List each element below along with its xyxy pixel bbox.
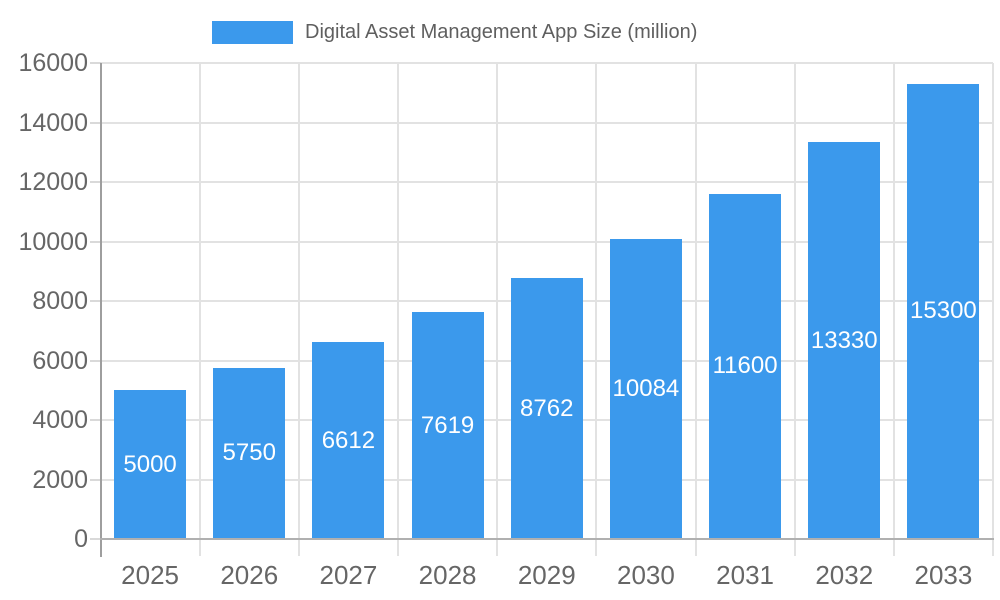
bar[interactable]: 5750 (213, 367, 286, 539)
x-axis-tick (694, 539, 697, 556)
y-axis-tick (89, 181, 101, 183)
x-gridline (297, 63, 300, 539)
x-tick-label: 2028 (418, 560, 477, 590)
bar-value-label: 5000 (123, 450, 177, 478)
bar-value-label: 5750 (222, 439, 276, 467)
x-tick-label: 2026 (220, 560, 279, 590)
y-gridline (100, 62, 993, 64)
bar[interactable]: 10084 (609, 239, 682, 539)
y-gridline (100, 240, 993, 243)
bar-value-label: 8762 (520, 394, 574, 422)
bar[interactable]: 13330 (808, 142, 881, 539)
x-gridline (992, 63, 994, 539)
x-tick-label: 2025 (121, 560, 179, 590)
bar-value-label: 6612 (321, 426, 376, 454)
x-gridline (892, 63, 895, 539)
x-axis-tick (992, 539, 994, 556)
x-tick-label: 2029 (517, 560, 576, 590)
y-axis-tick (89, 240, 101, 243)
bar[interactable]: 15300 (907, 83, 980, 539)
bar[interactable]: 11600 (709, 193, 782, 539)
y-axis-tick (89, 478, 101, 481)
y-tick-label: 8000 (32, 287, 88, 315)
x-axis-tick (793, 539, 796, 556)
y-axis-tick (89, 300, 101, 302)
x-gridline (198, 63, 201, 539)
y-tick-label: 0 (74, 525, 88, 553)
y-axis-tick (89, 62, 101, 64)
x-axis-tick (297, 539, 300, 556)
x-gridline (496, 63, 499, 539)
y-axis-line (100, 63, 102, 557)
legend-label: Digital Asset Management App Size (milli… (305, 21, 698, 43)
y-tick-label: 4000 (32, 406, 88, 434)
y-tick-label: 16000 (18, 49, 88, 77)
bar-value-label: 10084 (612, 374, 680, 402)
y-tick-label: 14000 (18, 108, 88, 137)
bar[interactable]: 6612 (312, 342, 385, 539)
x-tick-label: 2030 (616, 560, 675, 590)
y-axis-tick (89, 121, 101, 124)
y-gridline (100, 121, 993, 124)
x-tick-label: 2031 (716, 560, 774, 590)
y-tick-label: 2000 (32, 465, 88, 494)
y-axis-tick (89, 359, 101, 362)
x-axis-tick (892, 539, 895, 556)
x-axis-tick (496, 539, 499, 556)
x-gridline (595, 63, 598, 539)
bar[interactable]: 5000 (114, 390, 187, 539)
x-gridline (694, 63, 697, 539)
bar[interactable]: 7619 (411, 312, 484, 539)
y-gridline (100, 181, 993, 183)
x-tick-label: 2027 (319, 560, 378, 590)
bar-value-label: 11600 (712, 352, 778, 380)
x-axis-line (100, 538, 994, 540)
bar-value-label: 15300 (910, 297, 977, 325)
y-axis-tick (89, 419, 101, 421)
bar-value-label: 7619 (420, 411, 475, 439)
x-axis-tick (198, 539, 201, 556)
x-axis-tick (397, 539, 399, 556)
x-tick-label: 2032 (815, 560, 874, 590)
legend-swatch[interactable] (212, 21, 293, 44)
y-axis-tick (89, 538, 101, 540)
bar-value-label: 13330 (810, 326, 878, 354)
x-gridline (793, 63, 796, 539)
x-tick-label: 2033 (914, 560, 973, 590)
x-gridline (397, 63, 399, 539)
y-tick-label: 6000 (32, 346, 88, 375)
y-tick-label: 12000 (18, 168, 88, 196)
x-axis-tick (595, 539, 598, 556)
bar[interactable]: 8762 (510, 278, 583, 539)
y-tick-label: 10000 (18, 227, 88, 256)
